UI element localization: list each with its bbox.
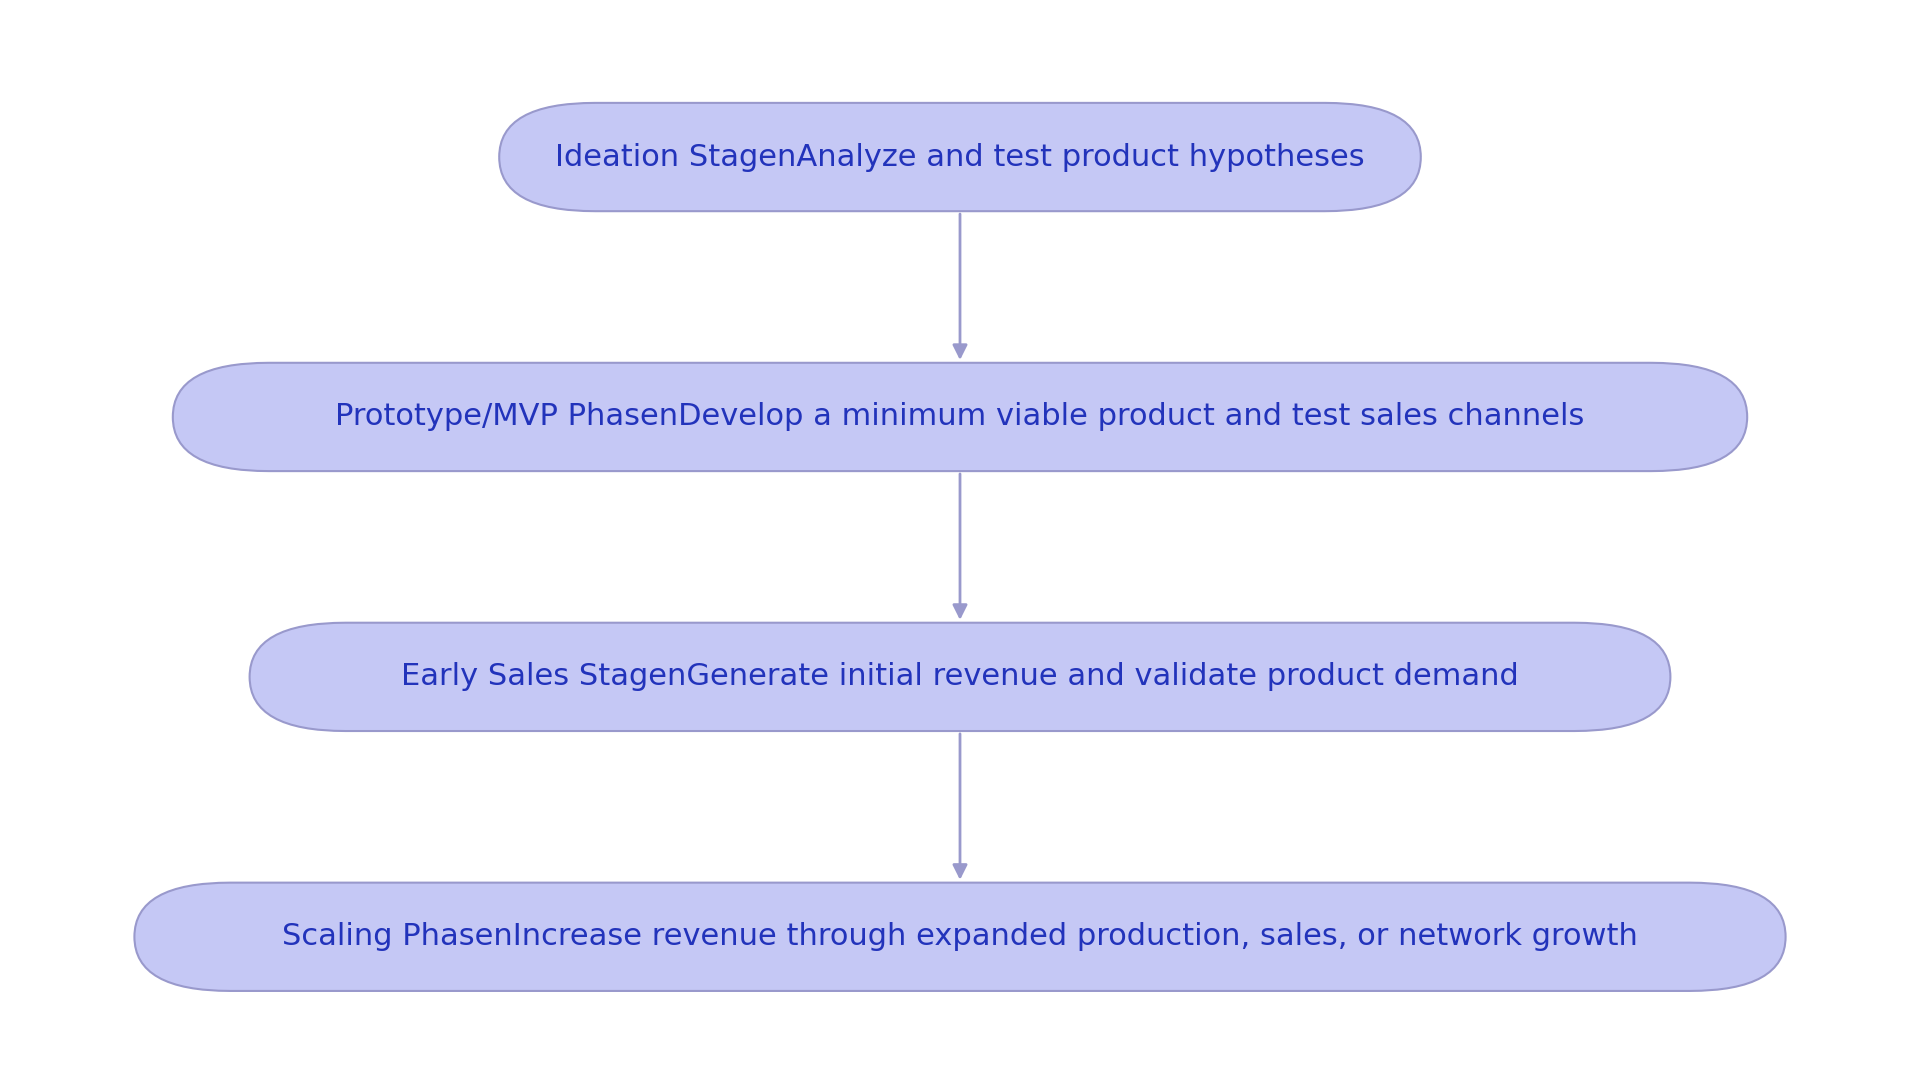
Text: Ideation StagenAnalyze and test product hypotheses: Ideation StagenAnalyze and test product …	[555, 143, 1365, 171]
FancyBboxPatch shape	[250, 623, 1670, 731]
Text: Scaling PhasenIncrease revenue through expanded production, sales, or network gr: Scaling PhasenIncrease revenue through e…	[282, 923, 1638, 951]
FancyBboxPatch shape	[173, 363, 1747, 471]
FancyBboxPatch shape	[499, 103, 1421, 211]
FancyBboxPatch shape	[134, 883, 1786, 991]
Text: Prototype/MVP PhasenDevelop a minimum viable product and test sales channels: Prototype/MVP PhasenDevelop a minimum vi…	[336, 403, 1584, 431]
Text: Early Sales StagenGenerate initial revenue and validate product demand: Early Sales StagenGenerate initial reven…	[401, 663, 1519, 691]
